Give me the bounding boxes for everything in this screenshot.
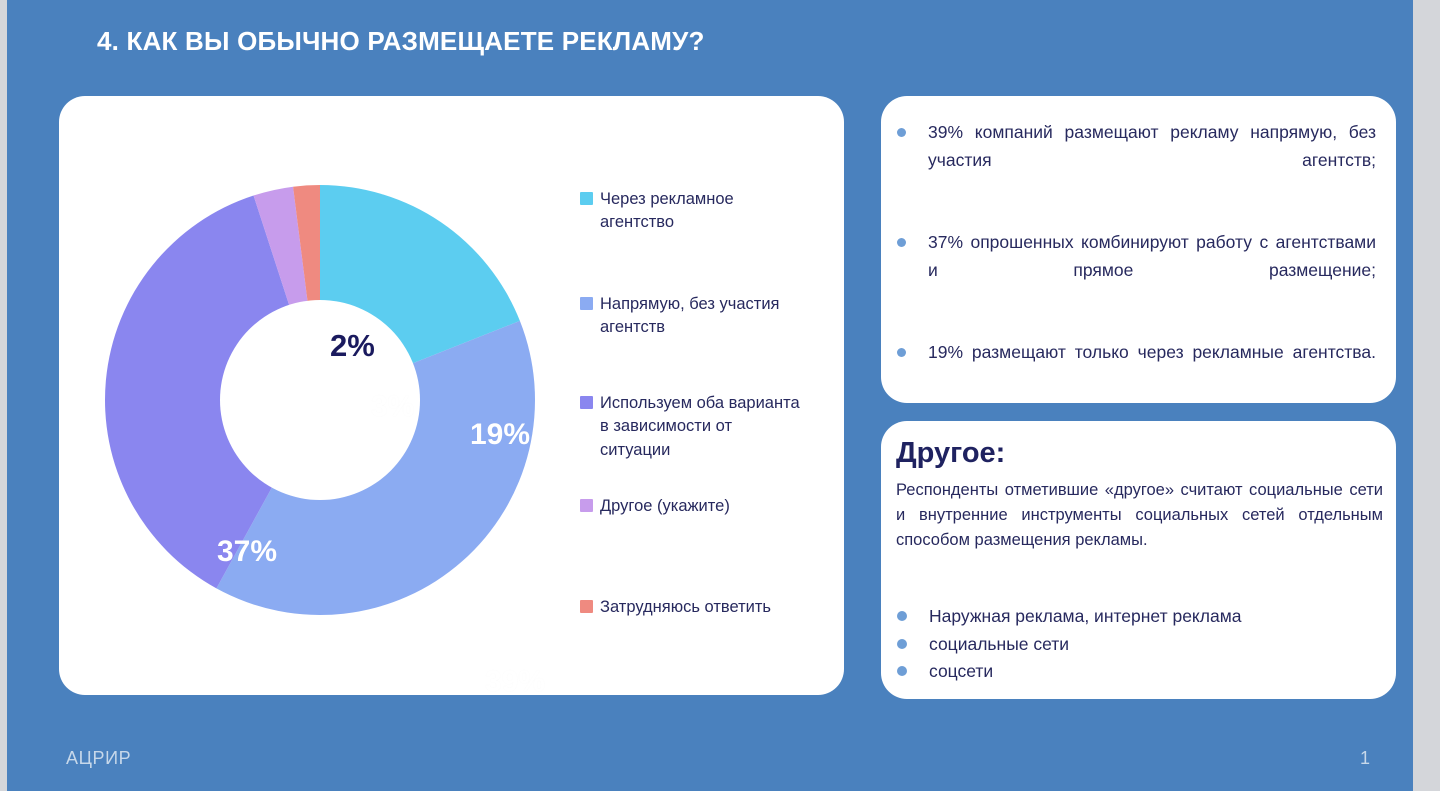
left-edge-strip (0, 0, 7, 791)
key-finding-text: 19% размещают только через рекламные аге… (928, 342, 1376, 363)
key-findings-list: 39% компаний размещают рекламу напрямую,… (897, 118, 1384, 395)
legend-swatch-icon (580, 192, 593, 205)
bullet-dot-icon (897, 348, 906, 358)
legend-item-label: Другое (укажите) (600, 497, 730, 515)
other-answer-item: соцсети (897, 658, 1384, 686)
key-finding-item: 39% компаний размещают рекламу напрямую,… (897, 118, 1384, 203)
slice-label-37: 37% (217, 535, 278, 568)
right-edge-strip (1413, 0, 1440, 791)
bullet-dot-icon (897, 128, 906, 137)
bullet-dot-icon (897, 611, 907, 621)
legend-item[interactable]: Через рекламное агентство (580, 188, 734, 235)
legend-item-label: Напрямую, без участия агентств (600, 295, 780, 337)
other-heading: Другое: (896, 437, 1006, 469)
page-title: 4. КАК ВЫ ОБЫЧНО РАЗМЕЩАЕТЕ РЕКЛАМУ? (97, 26, 705, 56)
footer-brand: АЦРИР (66, 748, 132, 768)
bullet-dot-icon (897, 238, 906, 248)
other-answer-item: социальные сети (897, 631, 1384, 659)
donut-slice (104, 195, 320, 589)
key-finding-text: 39% компаний размещают рекламу напрямую,… (928, 122, 1376, 171)
footer-page-number: 1 (1360, 748, 1371, 768)
key-finding-item: 19% размещают только через рекламные аге… (897, 338, 1384, 395)
donut-chart-svg (104, 185, 536, 616)
other-answer-text: социальные сети (929, 633, 1070, 654)
legend-swatch-icon (580, 396, 593, 409)
other-answers-card (881, 421, 1396, 699)
other-answers-list: Наружная реклама, интернет реклама социал… (897, 603, 1384, 686)
legend-swatch-icon (580, 499, 593, 512)
slice-label-19: 19% (470, 418, 531, 451)
legend-swatch-icon (580, 297, 593, 310)
slice-label-2: 2% (330, 328, 375, 363)
legend-item-label: Через рекламное агентство (600, 190, 734, 232)
slice-label-3: 3% (371, 390, 415, 423)
other-paragraph: Респонденты отметившие «другое» считают … (896, 481, 1383, 550)
legend-item[interactable]: Другое (укажите) (580, 495, 730, 518)
key-finding-text: 37% опрошенных комбинируют работу с аген… (928, 232, 1376, 281)
legend-item[interactable]: Затрудняюсь ответить (580, 596, 771, 619)
bullet-dot-icon (897, 638, 907, 649)
legend-item-label: Используем оба варианта в зависимости от с… (600, 394, 800, 459)
other-answer-text: соцсети (929, 661, 994, 682)
key-findings-card (881, 96, 1396, 403)
slice-label-39: 39% (485, 665, 546, 698)
legend-swatch-icon (580, 600, 593, 613)
bullet-dot-icon (897, 666, 907, 677)
legend-item[interactable]: Используем оба варианта в зависимости от с… (580, 392, 800, 462)
legend-item-label: Затрудняюсь ответить (600, 598, 772, 616)
donut-slice-group (104, 185, 536, 616)
legend-item[interactable]: Напрямую, без участия агентств (580, 293, 780, 340)
other-answer-text: Наружная реклама, интернет реклама (929, 606, 1242, 626)
donut-hole (220, 300, 420, 500)
other-answer-item: Наружная реклама, интернет реклама (897, 603, 1384, 631)
key-finding-item: 37% опрошенных комбинируют работу с аген… (897, 228, 1384, 313)
donut-chart: 19% 39% 37% 3% 2% (90, 170, 550, 698)
